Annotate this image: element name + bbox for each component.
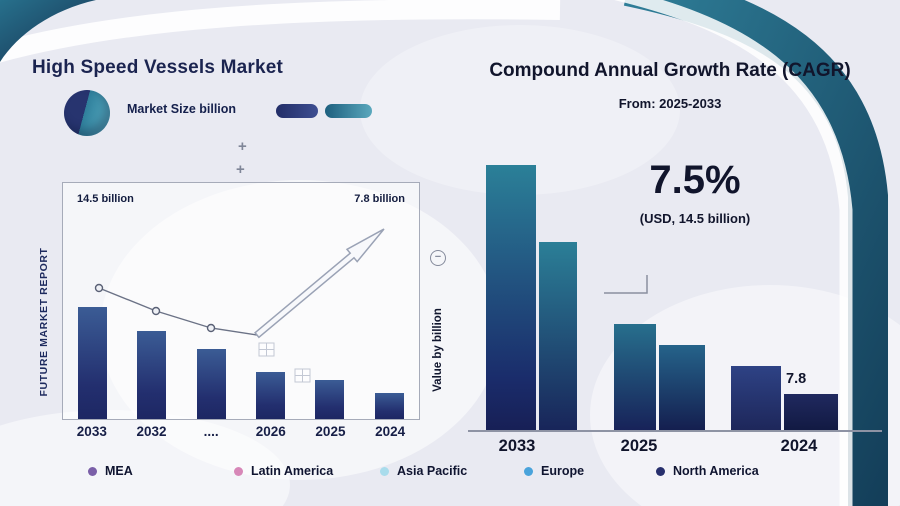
white-blob-top-center	[360, 25, 680, 195]
legend-label-north-america: North America	[673, 464, 759, 478]
bar-2026	[256, 372, 286, 419]
cagr-usd-note: (USD, 14.5 billion)	[639, 211, 751, 226]
teal-corner-top-left	[0, 0, 96, 62]
cagr-subtitle: From: 2025-2033	[618, 96, 722, 111]
legend-label-europe: Europe	[541, 464, 585, 478]
teal-band	[623, 0, 888, 506]
legend-dot-europe	[524, 466, 533, 476]
legend-dot-latin-america	[234, 466, 243, 476]
cagr-year-2024: 2024	[780, 437, 818, 455]
market-chart-title: High Speed Vessels Market	[32, 57, 284, 78]
cagr-bar-2024-b	[784, 394, 838, 432]
annotation-14-5-billion: 14.5 billion	[77, 193, 134, 205]
x-label-gap: ....	[203, 424, 219, 439]
plus-mark-icon: +	[238, 138, 247, 155]
grid-square-icon	[258, 342, 275, 357]
market-size-bars	[63, 183, 419, 419]
data-label-7-8: 7.8	[786, 371, 807, 387]
legend-item-europe: Europe	[524, 464, 584, 478]
circle-minus-icon: −	[430, 250, 446, 266]
bar-2024	[374, 393, 404, 419]
bar-2033	[78, 307, 108, 419]
legend-label-latin-america: Latin America	[251, 464, 334, 478]
white-top-curve	[0, 0, 561, 63]
bracket-decor	[604, 275, 648, 294]
cagr-bar-2025-b	[659, 345, 705, 432]
trend-marker	[151, 306, 161, 316]
x-label-2033: 2033	[76, 424, 107, 439]
market-size-legend-label: Market Size billion	[127, 102, 237, 116]
trend-arrow-overlay	[94, 228, 385, 383]
legend-label-asia-pacific: Asia Pacific	[397, 464, 468, 478]
legend-dot-asia-pacific	[380, 466, 389, 476]
growth-arrow-icon	[254, 228, 385, 339]
legend-item-asia-pacific: Asia Pacific	[380, 464, 467, 478]
x-label-2032: 2032	[136, 424, 167, 439]
plus-mark-icon: +	[236, 161, 245, 178]
cagr-year-2033: 2033	[498, 437, 536, 455]
x-label-2025: 2025	[315, 424, 346, 439]
cagr-bar-2024-a	[731, 366, 781, 432]
cagr-bar-2033-b	[539, 242, 577, 432]
legend-dot-north-america	[656, 466, 665, 476]
trend-marker	[206, 323, 216, 333]
legend-item-latin-america: Latin America	[234, 464, 333, 478]
pill-decoration-navy	[276, 104, 318, 118]
trend-line	[98, 287, 258, 336]
cagr-percentage: 7.5%	[649, 158, 741, 202]
cagr-title: Compound Annual Growth Rate (CAGR)	[489, 60, 851, 81]
white-band-inner	[614, 0, 853, 506]
market-size-chart: 14.5 billion 7.8 billion	[62, 182, 420, 420]
annotation-7-8-billion: 7.8 billion	[354, 193, 405, 205]
pill-decoration-teal	[325, 104, 372, 118]
grid-square-icon	[294, 368, 311, 383]
cagr-year-2025: 2025	[620, 437, 658, 455]
white-blob-bottom-left	[0, 410, 290, 506]
cagr-bar-2025-a	[614, 324, 656, 432]
future-market-report-label: FUTURE MARKET REPORT	[38, 247, 50, 397]
x-label-2024: 2024	[375, 424, 406, 439]
legend-item-mea: MEA	[88, 464, 133, 478]
bar-2025	[315, 380, 345, 419]
legend-dot-mea	[88, 466, 97, 476]
market-size-sphere-icon	[64, 90, 110, 136]
cagr-bar-2033-a	[486, 165, 536, 432]
legend-label-mea: MEA	[105, 464, 133, 478]
x-label-2026: 2026	[255, 424, 286, 439]
market-size-x-axis: 2033 2032 .... 2026 2025 2024	[62, 424, 420, 439]
legend-item-north-america: North America	[656, 464, 759, 478]
cagr-axis-line	[468, 430, 882, 432]
bar-2032	[137, 331, 167, 419]
bar-gap-years	[196, 349, 226, 419]
trend-marker	[94, 283, 104, 293]
value-by-billion-label: Value by billion	[432, 308, 444, 392]
